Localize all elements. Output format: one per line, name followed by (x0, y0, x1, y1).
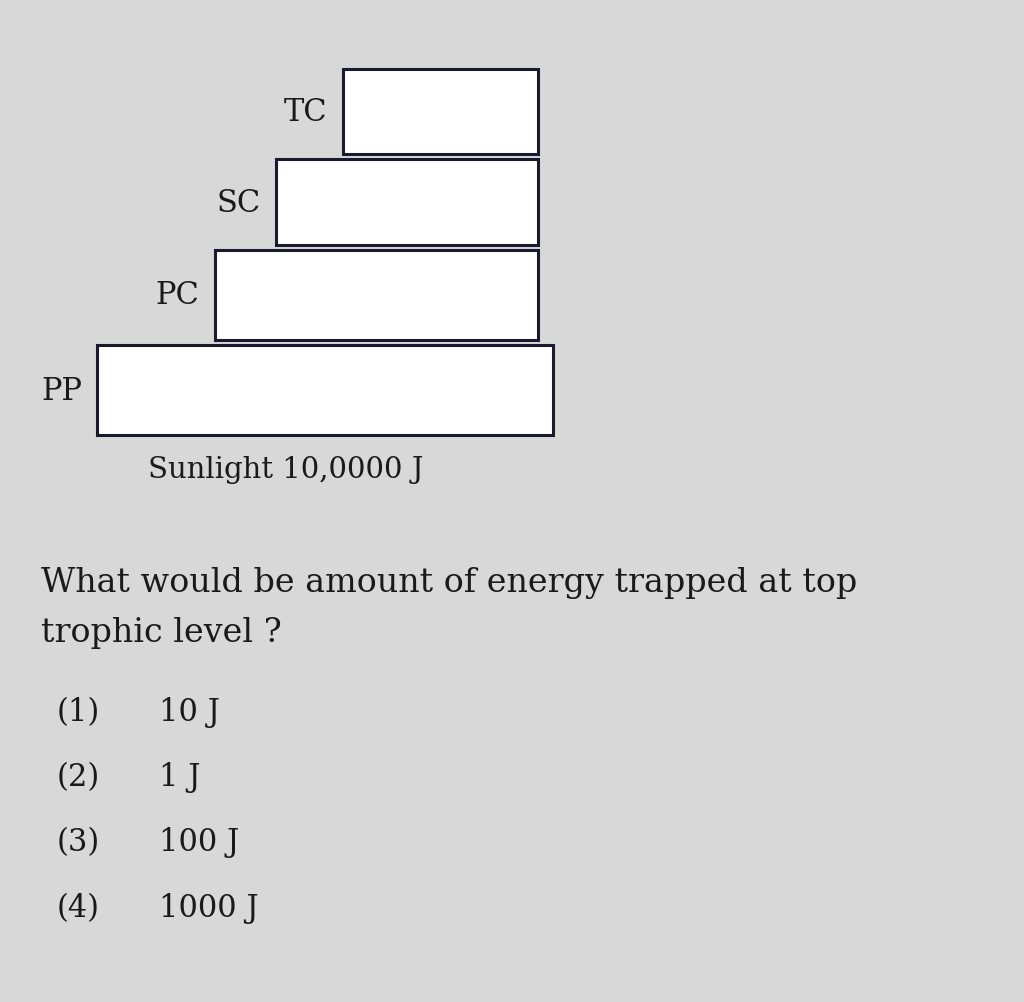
Text: (2): (2) (56, 762, 99, 793)
Text: 100 J: 100 J (159, 827, 239, 858)
Text: 10 J: 10 J (159, 696, 219, 727)
Text: (3): (3) (56, 827, 99, 858)
Text: PP: PP (41, 376, 82, 406)
Text: What would be amount of energy trapped at top: What would be amount of energy trapped a… (41, 566, 857, 598)
Text: 1 J: 1 J (159, 762, 201, 793)
Bar (343, 70, 538, 155)
Bar (276, 160, 538, 245)
Text: (1): (1) (56, 696, 99, 727)
Bar (97, 346, 553, 436)
Text: trophic level ?: trophic level ? (41, 616, 282, 648)
Text: SC: SC (217, 187, 261, 218)
Text: (4): (4) (56, 892, 99, 923)
Bar (215, 250, 538, 341)
Text: Sunlight 10,0000 J: Sunlight 10,0000 J (148, 456, 424, 484)
Text: 1000 J: 1000 J (159, 892, 258, 923)
Text: PC: PC (156, 281, 200, 311)
Text: TC: TC (284, 97, 328, 128)
